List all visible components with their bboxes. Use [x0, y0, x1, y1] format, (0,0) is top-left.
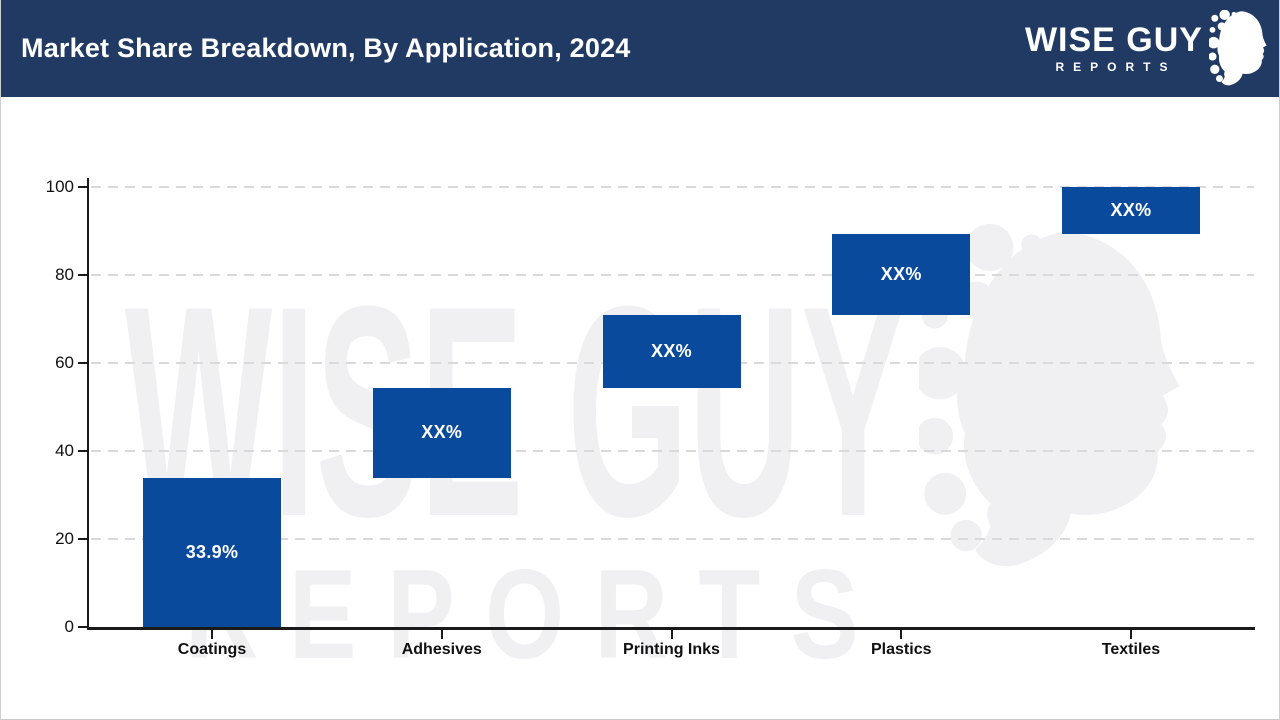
bar-value-label: XX% — [421, 422, 463, 443]
gridline — [91, 450, 1254, 452]
bar: XX% — [832, 233, 971, 316]
y-tick-mark — [78, 274, 87, 276]
bar: XX% — [602, 315, 741, 389]
y-tick-label: 100 — [45, 177, 74, 196]
y-tick-mark — [78, 626, 87, 628]
gridline — [91, 186, 1254, 188]
header-bar: Market Share Breakdown, By Application, … — [1, 0, 1279, 97]
bar: XX% — [1062, 187, 1200, 234]
y-tick-label: 0 — [64, 617, 74, 636]
y-tick-mark — [78, 362, 87, 364]
y-tick-mark — [78, 186, 87, 188]
x-tick-label: Adhesives — [401, 641, 482, 658]
logo-wordmark: WISE GUY REPORTS — [1025, 23, 1203, 74]
y-axis-line — [87, 178, 89, 628]
y-tick-label: 80 — [55, 265, 74, 284]
x-tick-mark — [440, 630, 443, 639]
x-tick-mark — [1130, 630, 1132, 639]
x-tick-label: Coatings — [177, 641, 247, 658]
x-tick-label: Printing Inks — [623, 641, 720, 658]
page-title: Market Share Breakdown, By Application, … — [21, 33, 631, 63]
x-tick-mark — [211, 630, 213, 639]
bar-value-label: 33.9% — [185, 541, 239, 562]
bar-value-label: XX% — [1110, 199, 1152, 220]
watermark-wordmark-line2: REPORTS — [185, 543, 889, 685]
gridline — [91, 274, 1254, 276]
y-tick-label: 20 — [55, 529, 74, 548]
y-tick-label: 40 — [55, 441, 74, 460]
x-tick-mark — [670, 630, 673, 639]
bar-value-label: XX% — [651, 341, 692, 362]
bar-value-label: XX% — [880, 264, 922, 285]
gridline — [91, 538, 1254, 540]
y-tick-mark — [78, 538, 87, 540]
y-tick-mark — [78, 450, 87, 452]
x-tick-label: Plastics — [871, 641, 932, 658]
logo-head-icon — [1209, 9, 1267, 85]
bar: XX% — [372, 388, 511, 478]
logo-wordmark-line1: WISE GUY — [1024, 21, 1203, 59]
x-axis-line — [87, 627, 1255, 630]
bar: 33.9% — [143, 477, 281, 627]
x-tick-label: Textiles — [1101, 641, 1161, 658]
logo-wordmark-line2: REPORTS — [1055, 60, 1177, 74]
x-tick-mark — [900, 630, 903, 639]
brand-logo: WISE GUY REPORTS — [1025, 9, 1267, 88]
y-tick-label: 60 — [55, 353, 74, 372]
